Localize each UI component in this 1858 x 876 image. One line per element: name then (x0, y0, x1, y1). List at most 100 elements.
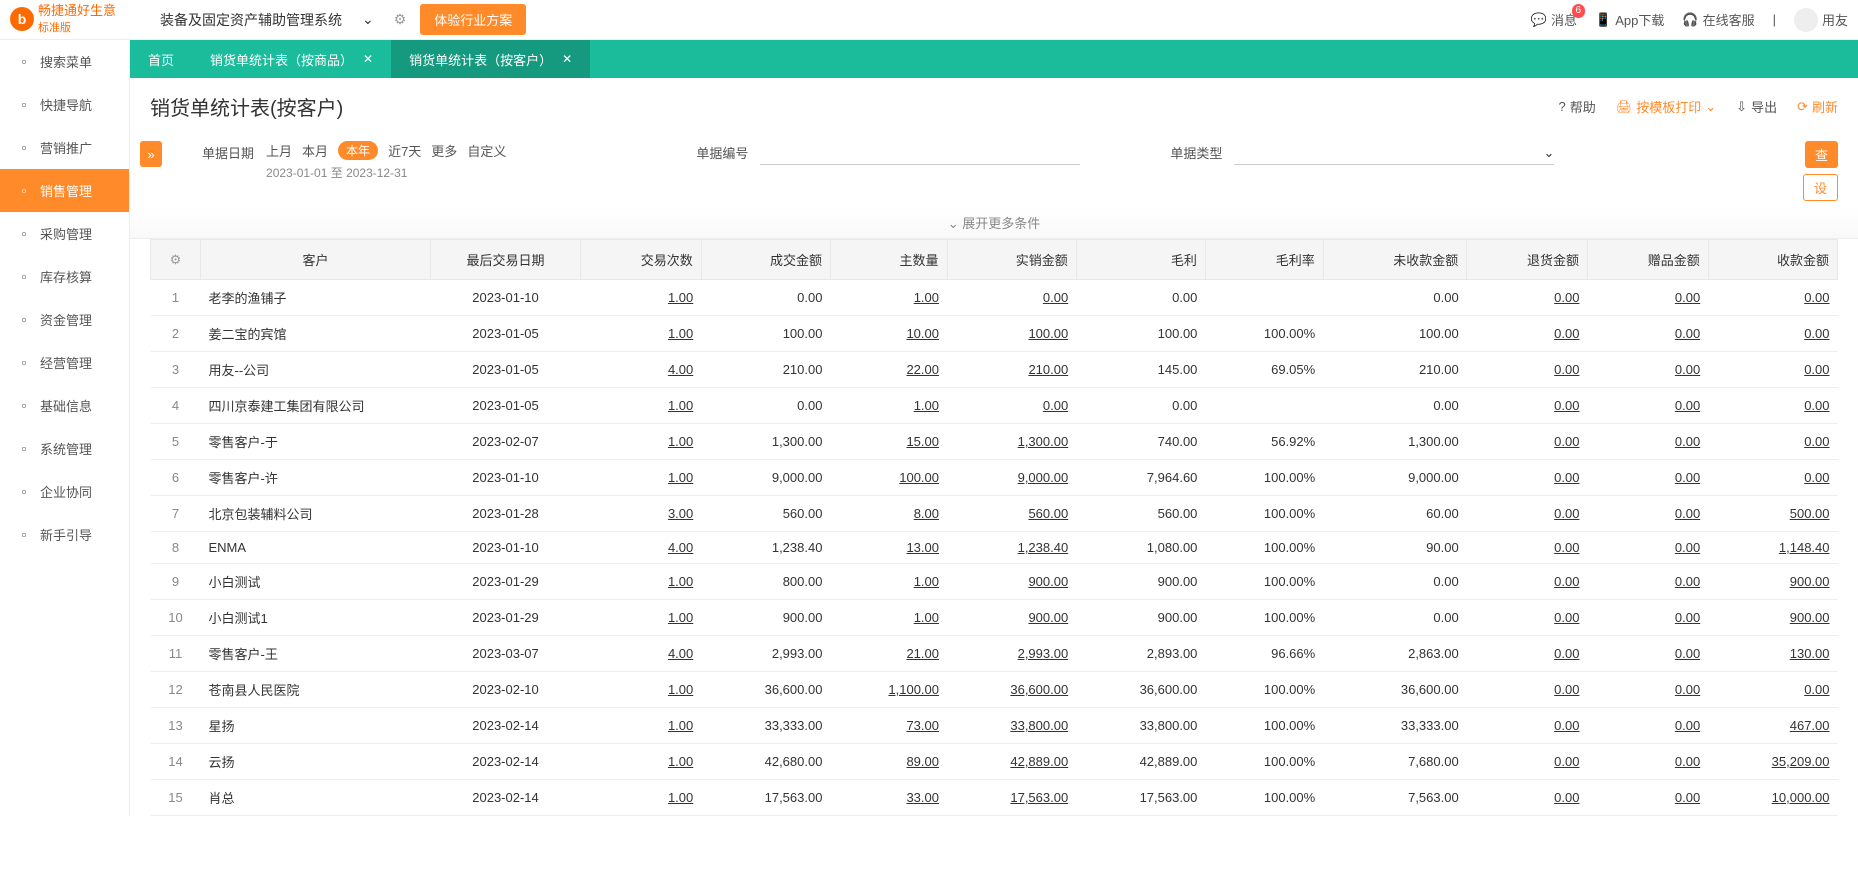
message-link[interactable]: 💬 消息 6 (1531, 10, 1577, 29)
cell-return[interactable]: 0.00 (1467, 532, 1588, 564)
cell-receive[interactable]: 1,148.40 (1708, 532, 1837, 564)
cell-receive[interactable]: 0.00 (1708, 280, 1837, 316)
tab[interactable]: 首页 (130, 40, 192, 78)
cell-sales[interactable]: 1,300.00 (947, 424, 1076, 460)
table-row[interactable]: 15肖总2023-02-141.0017,563.0033.0017,563.0… (151, 780, 1838, 816)
table-row[interactable]: 10小白测试12023-01-291.00900.001.00900.00900… (151, 600, 1838, 636)
cell-gift[interactable]: 0.00 (1587, 636, 1708, 672)
date-option[interactable]: 本月 (302, 141, 328, 160)
column-header[interactable]: 毛利 (1076, 240, 1205, 280)
cell-sales[interactable]: 1,238.40 (947, 532, 1076, 564)
sidebar-item-sales[interactable]: ▫销售管理 (0, 169, 129, 212)
cell-sales[interactable]: 9,000.00 (947, 460, 1076, 496)
sidebar-item-marketing[interactable]: ▫营销推广 (0, 126, 129, 169)
cell-times[interactable]: 1.00 (581, 424, 702, 460)
cell-sales[interactable]: 0.00 (947, 388, 1076, 424)
date-option[interactable]: 上月 (266, 141, 292, 160)
sidebar-item-inventory[interactable]: ▫库存核算 (0, 255, 129, 298)
print-button[interactable]: 🖨按模板打印 ⌄ (1616, 97, 1716, 116)
sidebar-item-funds[interactable]: ▫资金管理 (0, 298, 129, 341)
cell-sales[interactable]: 36,600.00 (947, 672, 1076, 708)
table-row[interactable]: 5零售客户-于2023-02-071.001,300.0015.001,300.… (151, 424, 1838, 460)
cell-receive[interactable]: 0.00 (1708, 460, 1837, 496)
cell-return[interactable]: 0.00 (1467, 780, 1588, 816)
cell-return[interactable]: 0.00 (1467, 708, 1588, 744)
cell-times[interactable]: 3.00 (581, 496, 702, 532)
expand-conditions[interactable]: ⌄ 展开更多条件 (130, 207, 1858, 239)
cell-return[interactable]: 0.00 (1467, 744, 1588, 780)
cell-times[interactable]: 1.00 (581, 460, 702, 496)
cell-times[interactable]: 1.00 (581, 600, 702, 636)
cell-gift[interactable]: 0.00 (1587, 780, 1708, 816)
cell-gift[interactable]: 0.00 (1587, 388, 1708, 424)
cell-qty[interactable]: 89.00 (830, 744, 947, 780)
cell-gift[interactable]: 0.00 (1587, 316, 1708, 352)
export-button[interactable]: ⇩导出 (1736, 97, 1777, 116)
cell-qty[interactable]: 22.00 (830, 352, 947, 388)
date-option[interactable]: 更多 (431, 141, 457, 160)
cell-qty[interactable]: 1.00 (830, 388, 947, 424)
table-row[interactable]: 6零售客户-许2023-01-101.009,000.00100.009,000… (151, 460, 1838, 496)
table-row[interactable]: 4四川京泰建工集团有限公司2023-01-051.000.001.000.000… (151, 388, 1838, 424)
cell-return[interactable]: 0.00 (1467, 388, 1588, 424)
cell-return[interactable]: 0.00 (1467, 352, 1588, 388)
column-header[interactable]: 客户 (201, 240, 431, 280)
cell-sales[interactable]: 210.00 (947, 352, 1076, 388)
cell-gift[interactable]: 0.00 (1587, 352, 1708, 388)
table-row[interactable]: 14云扬2023-02-141.0042,680.0089.0042,889.0… (151, 744, 1838, 780)
cell-receive[interactable]: 0.00 (1708, 424, 1837, 460)
cell-receive[interactable]: 0.00 (1708, 352, 1837, 388)
cell-receive[interactable]: 0.00 (1708, 672, 1837, 708)
column-header[interactable]: 未收款金额 (1323, 240, 1467, 280)
cell-return[interactable]: 0.00 (1467, 424, 1588, 460)
column-header[interactable]: 收款金额 (1708, 240, 1837, 280)
cell-times[interactable]: 1.00 (581, 672, 702, 708)
sidebar-item-quicknav[interactable]: ▫快捷导航 (0, 83, 129, 126)
column-header[interactable]: 赠品金额 (1587, 240, 1708, 280)
cell-gift[interactable]: 0.00 (1587, 496, 1708, 532)
cell-return[interactable]: 0.00 (1467, 600, 1588, 636)
cell-times[interactable]: 1.00 (581, 744, 702, 780)
cell-qty[interactable]: 1.00 (830, 600, 947, 636)
cell-times[interactable]: 4.00 (581, 532, 702, 564)
cell-return[interactable]: 0.00 (1467, 636, 1588, 672)
cell-receive[interactable]: 10,000.00 (1708, 780, 1837, 816)
sidebar-item-guide[interactable]: ▫新手引导 (0, 513, 129, 556)
sidebar-item-system[interactable]: ▫系统管理 (0, 427, 129, 470)
cell-gift[interactable]: 0.00 (1587, 708, 1708, 744)
column-header[interactable]: 最后交易日期 (431, 240, 581, 280)
cell-sales[interactable]: 2,993.00 (947, 636, 1076, 672)
cell-times[interactable]: 1.00 (581, 280, 702, 316)
cell-return[interactable]: 0.00 (1467, 672, 1588, 708)
cell-qty[interactable]: 100.00 (830, 460, 947, 496)
cell-return[interactable]: 0.00 (1467, 316, 1588, 352)
sidebar-item-purchase[interactable]: ▫采购管理 (0, 212, 129, 255)
column-header[interactable]: 实销金额 (947, 240, 1076, 280)
cell-qty[interactable]: 1,100.00 (830, 672, 947, 708)
cell-return[interactable]: 0.00 (1467, 564, 1588, 600)
cell-receive[interactable]: 900.00 (1708, 600, 1837, 636)
cell-times[interactable]: 1.00 (581, 780, 702, 816)
cell-return[interactable]: 0.00 (1467, 280, 1588, 316)
cell-sales[interactable]: 100.00 (947, 316, 1076, 352)
user-menu[interactable]: 用友 (1794, 8, 1848, 32)
cell-sales[interactable]: 560.00 (947, 496, 1076, 532)
table-row[interactable]: 9小白测试2023-01-291.00800.001.00900.00900.0… (151, 564, 1838, 600)
cell-receive[interactable]: 900.00 (1708, 564, 1837, 600)
tab[interactable]: 销货单统计表（按商品）✕ (192, 40, 391, 78)
cell-gift[interactable]: 0.00 (1587, 564, 1708, 600)
cell-qty[interactable]: 1.00 (830, 280, 947, 316)
table-row[interactable]: 13星扬2023-02-141.0033,333.0073.0033,800.0… (151, 708, 1838, 744)
close-icon[interactable]: ✕ (363, 52, 373, 66)
table-row[interactable]: 11零售客户-王2023-03-074.002,993.0021.002,993… (151, 636, 1838, 672)
column-header[interactable]: 主数量 (830, 240, 947, 280)
cell-sales[interactable]: 900.00 (947, 600, 1076, 636)
cell-times[interactable]: 1.00 (581, 564, 702, 600)
cell-gift[interactable]: 0.00 (1587, 424, 1708, 460)
sidebar-item-basic[interactable]: ▫基础信息 (0, 384, 129, 427)
cell-gift[interactable]: 0.00 (1587, 280, 1708, 316)
column-header[interactable]: 交易次数 (581, 240, 702, 280)
cell-times[interactable]: 1.00 (581, 316, 702, 352)
sidebar-item-business[interactable]: ▫经营管理 (0, 341, 129, 384)
table-row[interactable]: 8ENMA2023-01-104.001,238.4013.001,238.40… (151, 532, 1838, 564)
